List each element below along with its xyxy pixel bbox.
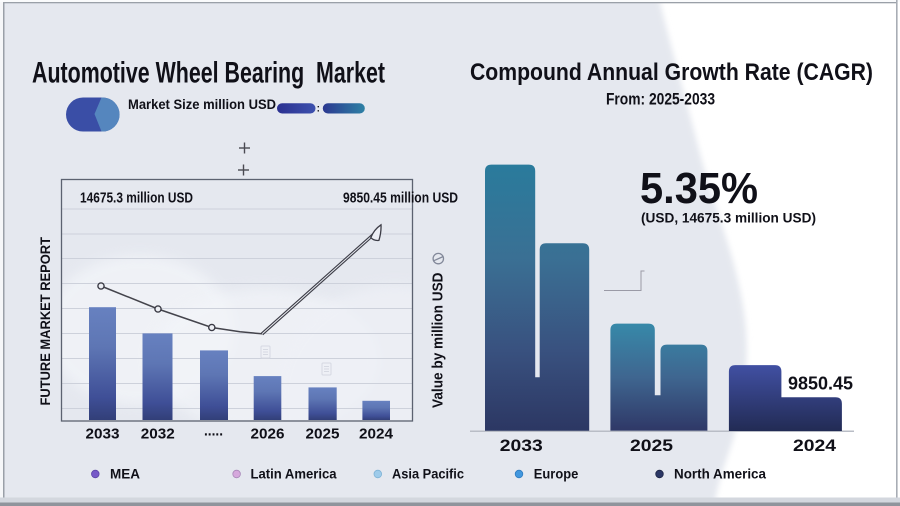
svg-text:2033: 2033 [86,426,120,443]
svg-text:North America: North America [674,467,766,482]
svg-text:2025: 2025 [306,426,340,443]
svg-text:Latin America: Latin America [251,467,337,482]
svg-text:2024: 2024 [793,436,837,455]
svg-text:MEA: MEA [110,467,140,482]
svg-text:2033: 2033 [500,436,543,455]
svg-text:Market Size million USD: Market Size million USD [128,96,276,112]
svg-text:Compound Annual Growth Rate (C: Compound Annual Growth Rate (CAGR) [470,59,873,86]
svg-text:From: 2025-2033: From: 2025-2033 [606,90,715,109]
svg-text:Europe: Europe [534,467,579,482]
svg-text:9850.45 million USD: 9850.45 million USD [343,190,458,207]
svg-text:FUTURE MARKET REPORT: FUTURE MARKET REPORT [38,236,53,405]
svg-text:(USD, 14675.3 million USD): (USD, 14675.3 million USD) [641,211,816,226]
svg-text:Automotive Wheel Bearing Mark: Automotive Wheel Bearing Market [32,57,385,90]
svg-text:9850.45: 9850.45 [788,374,853,394]
svg-text:14675.3 million USD: 14675.3 million USD [80,190,193,207]
svg-text:2025: 2025 [630,436,673,455]
svg-text:2026: 2026 [251,426,285,443]
svg-text:Asia Pacific: Asia Pacific [392,467,464,482]
svg-text:2032: 2032 [141,426,175,443]
svg-text:5.35%: 5.35% [640,164,758,213]
svg-text::: : [317,104,320,115]
svg-text:.....: ..... [204,423,223,440]
svg-text:2024: 2024 [359,426,394,443]
svg-text:Value by million USD: Value by million USD [430,272,447,408]
